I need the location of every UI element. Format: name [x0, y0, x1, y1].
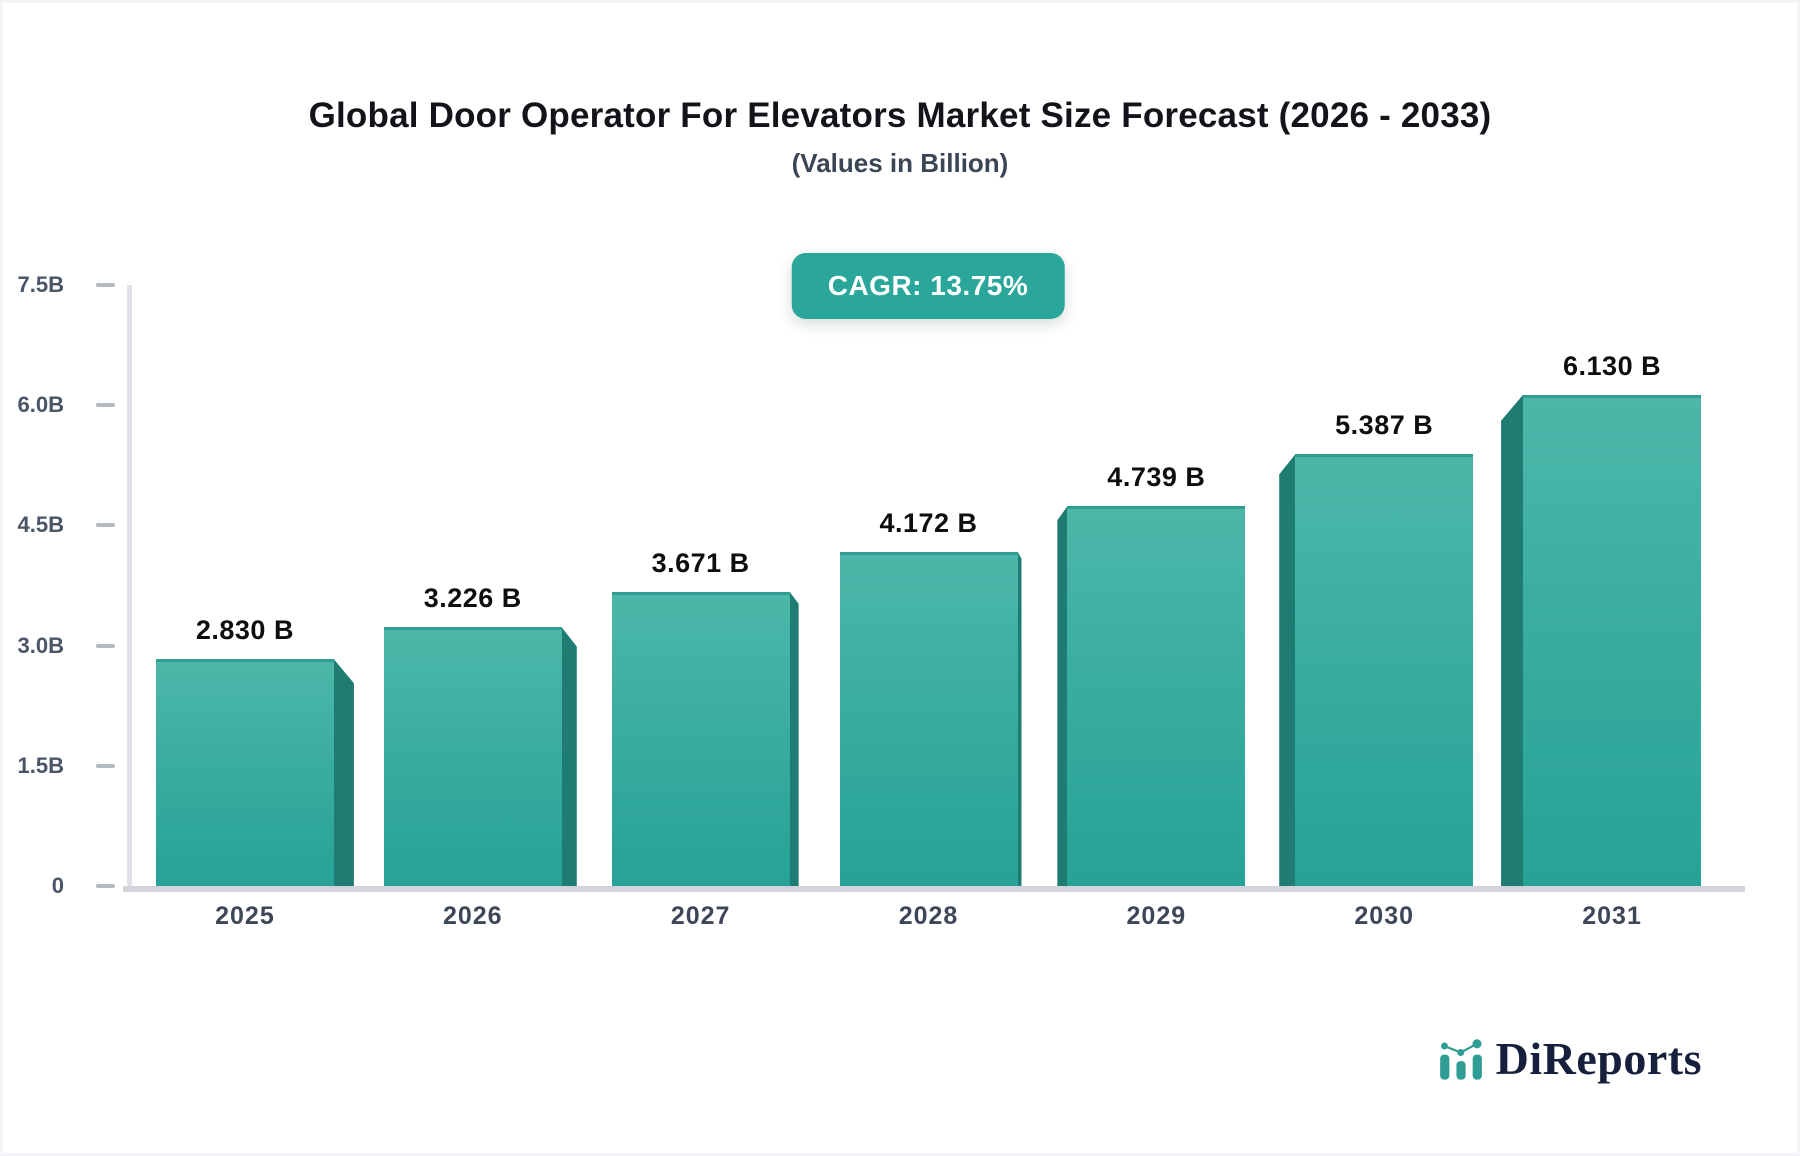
x-axis-baseline — [123, 886, 1745, 892]
y-tick-mark — [96, 523, 115, 528]
x-axis-label-2027: 2027 — [670, 902, 731, 930]
bar-2026 — [383, 627, 562, 886]
x-axis-label-2030: 2030 — [1354, 902, 1415, 930]
y-tick-label-3.0B: 3.0B — [17, 632, 64, 658]
bar-3d-side-2031 — [1501, 394, 1524, 886]
y-tick-label-1.5B: 1.5B — [17, 752, 64, 778]
chart-subtitle: (Values in Billion) — [791, 148, 1009, 178]
bar-value-label-2031: 6.130 B — [1563, 350, 1662, 381]
bar-2027 — [611, 591, 790, 886]
chart-title: Global Door Operator For Elevators Marke… — [308, 96, 1492, 135]
bar-value-label-2030: 5.387 B — [1335, 410, 1434, 441]
bar-3d-side-2030 — [1279, 454, 1296, 886]
y-tick-mark — [96, 763, 115, 768]
bar-2029 — [1067, 506, 1246, 886]
bar-2025 — [155, 659, 334, 886]
bar-value-label-2026: 3.226 B — [423, 583, 522, 614]
plot-area: 7.5B 6.0B 4.5B 3.0B 1.5B 0 2.830 B 2025 3.226 B 2… — [18, 272, 1745, 930]
y-tick-label-6.0B: 6.0B — [17, 392, 64, 418]
bar-3d-side-2027 — [789, 591, 799, 886]
bar-value-label-2025: 2.830 B — [195, 615, 294, 646]
bar-value-label-2028: 4.172 B — [879, 507, 978, 538]
cagr-badge: CAGR: 13.75% — [791, 253, 1065, 319]
bar-2028 — [839, 551, 1018, 886]
bar-2031 — [1523, 394, 1702, 886]
bar-3d-side-2028 — [1017, 551, 1022, 886]
y-axis-line — [127, 285, 132, 889]
y-tick-label-0: 0 — [51, 873, 64, 898]
y-tick-mark — [96, 643, 115, 648]
x-axis-label-2025: 2025 — [215, 902, 275, 930]
bar-line-chart-icon — [1439, 1039, 1482, 1080]
y-tick-mark — [96, 283, 115, 287]
bar-value-label-2027: 3.671 B — [651, 547, 750, 578]
y-tick-label-7.5B: 7.5B — [17, 272, 64, 297]
bar-3d-side-2029 — [1057, 506, 1068, 886]
y-tick-label-4.5B: 4.5B — [17, 512, 64, 538]
x-axis-label-2031: 2031 — [1582, 902, 1642, 930]
x-axis-label-2026: 2026 — [442, 902, 503, 930]
logo-text: DiReports — [1495, 1033, 1702, 1084]
x-axis-label-2028: 2028 — [898, 902, 959, 930]
bar-2030 — [1295, 454, 1474, 886]
bar-3d-side-2026 — [561, 627, 577, 886]
y-tick-mark — [96, 884, 115, 888]
y-tick-mark — [96, 403, 115, 408]
bar-value-label-2029: 4.739 B — [1107, 462, 1206, 493]
direports-logo: DiReports — [1438, 1036, 1702, 1082]
bar-3d-side-2025 — [333, 659, 354, 886]
x-axis-label-2029: 2029 — [1126, 902, 1187, 930]
